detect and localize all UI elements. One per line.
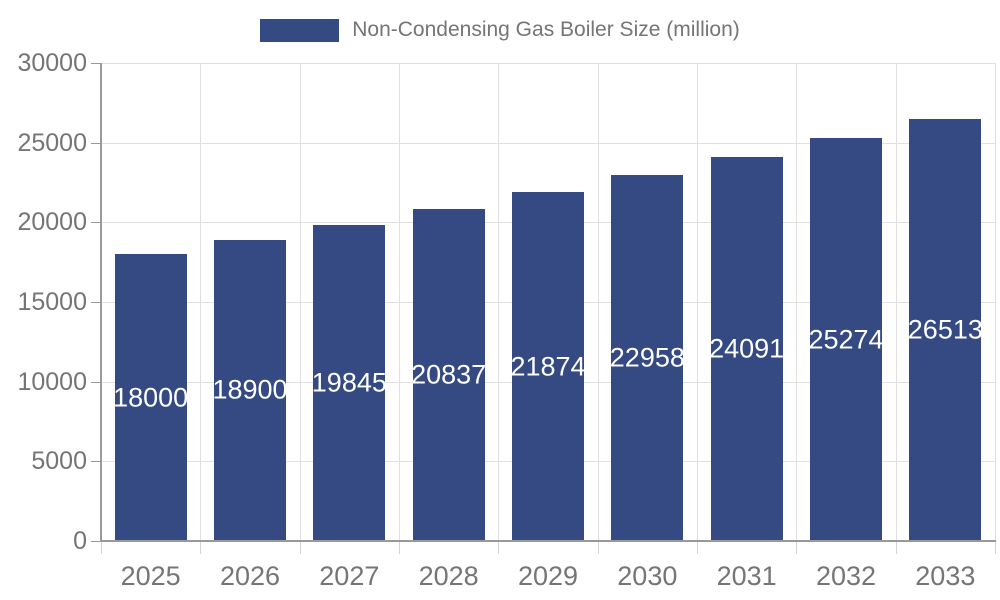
bar[interactable]: 24091 (709, 157, 785, 541)
bar-value-label: 19845 (311, 367, 387, 398)
bar[interactable]: 22958 (609, 175, 685, 541)
y-axis-tick (91, 461, 100, 463)
x-axis-tick (697, 542, 698, 554)
x-axis-label: 2027 (319, 561, 380, 591)
y-axis-label: 20000 (17, 208, 87, 237)
y-axis-tick (91, 142, 100, 144)
y-axis-tick (91, 302, 100, 303)
grid-line-vertical (200, 63, 202, 541)
x-axis-tick (895, 542, 897, 554)
x-axis-tick (399, 542, 400, 554)
y-axis-label: 25000 (17, 128, 87, 157)
x-axis-label: 2026 (219, 561, 281, 591)
plot-area: 18000 18900 19845 20837 21874 22958 24091 25274… (100, 63, 996, 542)
bar-value-label: 21874 (510, 351, 586, 382)
bar-value-label: 18900 (212, 374, 288, 405)
x-axis-label: 2025 (120, 561, 181, 591)
y-axis-label: 10000 (17, 367, 87, 396)
grid-line-horizontal (101, 63, 995, 64)
x-axis-tick (101, 542, 102, 554)
bar-value-label: 20837 (411, 359, 487, 390)
grid-line-vertical (597, 63, 599, 541)
x-axis-tick (200, 542, 202, 554)
y-axis-tick (91, 63, 100, 64)
y-axis-tick (91, 541, 100, 542)
y-axis-tick (91, 222, 100, 224)
x-axis-tick (995, 542, 996, 554)
x-axis-label: 2028 (418, 561, 479, 591)
bar[interactable]: 20837 (411, 209, 487, 541)
bar[interactable]: 18000 (113, 254, 189, 541)
grid-line-vertical (299, 63, 301, 541)
bar[interactable]: 26513 (907, 118, 983, 541)
y-axis-line (100, 63, 102, 541)
x-axis-label: 2033 (915, 561, 976, 591)
legend-swatch (260, 18, 340, 42)
grid-line-horizontal (101, 142, 995, 144)
bar[interactable]: 19845 (311, 224, 387, 541)
legend-label: Non-Condensing Gas Boiler Size (million) (352, 18, 740, 41)
x-axis-tick (299, 542, 301, 554)
y-axis-label: 5000 (31, 447, 87, 476)
y-axis-tick (91, 381, 100, 383)
bar-value-label: 25274 (808, 324, 884, 355)
grid-line-vertical (895, 63, 897, 541)
grid-line-vertical (796, 63, 798, 541)
bar[interactable]: 18900 (212, 239, 288, 541)
x-axis-line (100, 540, 996, 542)
bar-value-label: 26513 (907, 314, 983, 345)
bar[interactable]: 25274 (808, 138, 884, 541)
y-axis-label: 30000 (17, 49, 87, 77)
x-axis-label: 2029 (517, 561, 579, 591)
grid-line-vertical (995, 63, 996, 541)
legend-item[interactable]: Non-Condensing Gas Boiler Size (million) (0, 18, 1000, 42)
x-axis-label: 2030 (617, 561, 678, 591)
x-axis-tick (597, 542, 599, 554)
grid-line-vertical (697, 63, 698, 541)
y-axis-label: 15000 (17, 288, 87, 316)
x-axis-tick (498, 542, 500, 554)
grid-line-vertical (498, 63, 500, 541)
bar-value-label: 18000 (113, 382, 189, 413)
x-axis-label: 2032 (815, 561, 877, 591)
bar[interactable]: 21874 (510, 192, 586, 541)
y-axis-label: 0 (73, 527, 87, 555)
grid-line-vertical (399, 63, 400, 541)
x-axis-label: 2031 (716, 561, 777, 591)
bar-value-label: 24091 (709, 333, 785, 364)
x-axis-tick (796, 542, 798, 554)
bar-value-label: 22958 (609, 342, 685, 373)
